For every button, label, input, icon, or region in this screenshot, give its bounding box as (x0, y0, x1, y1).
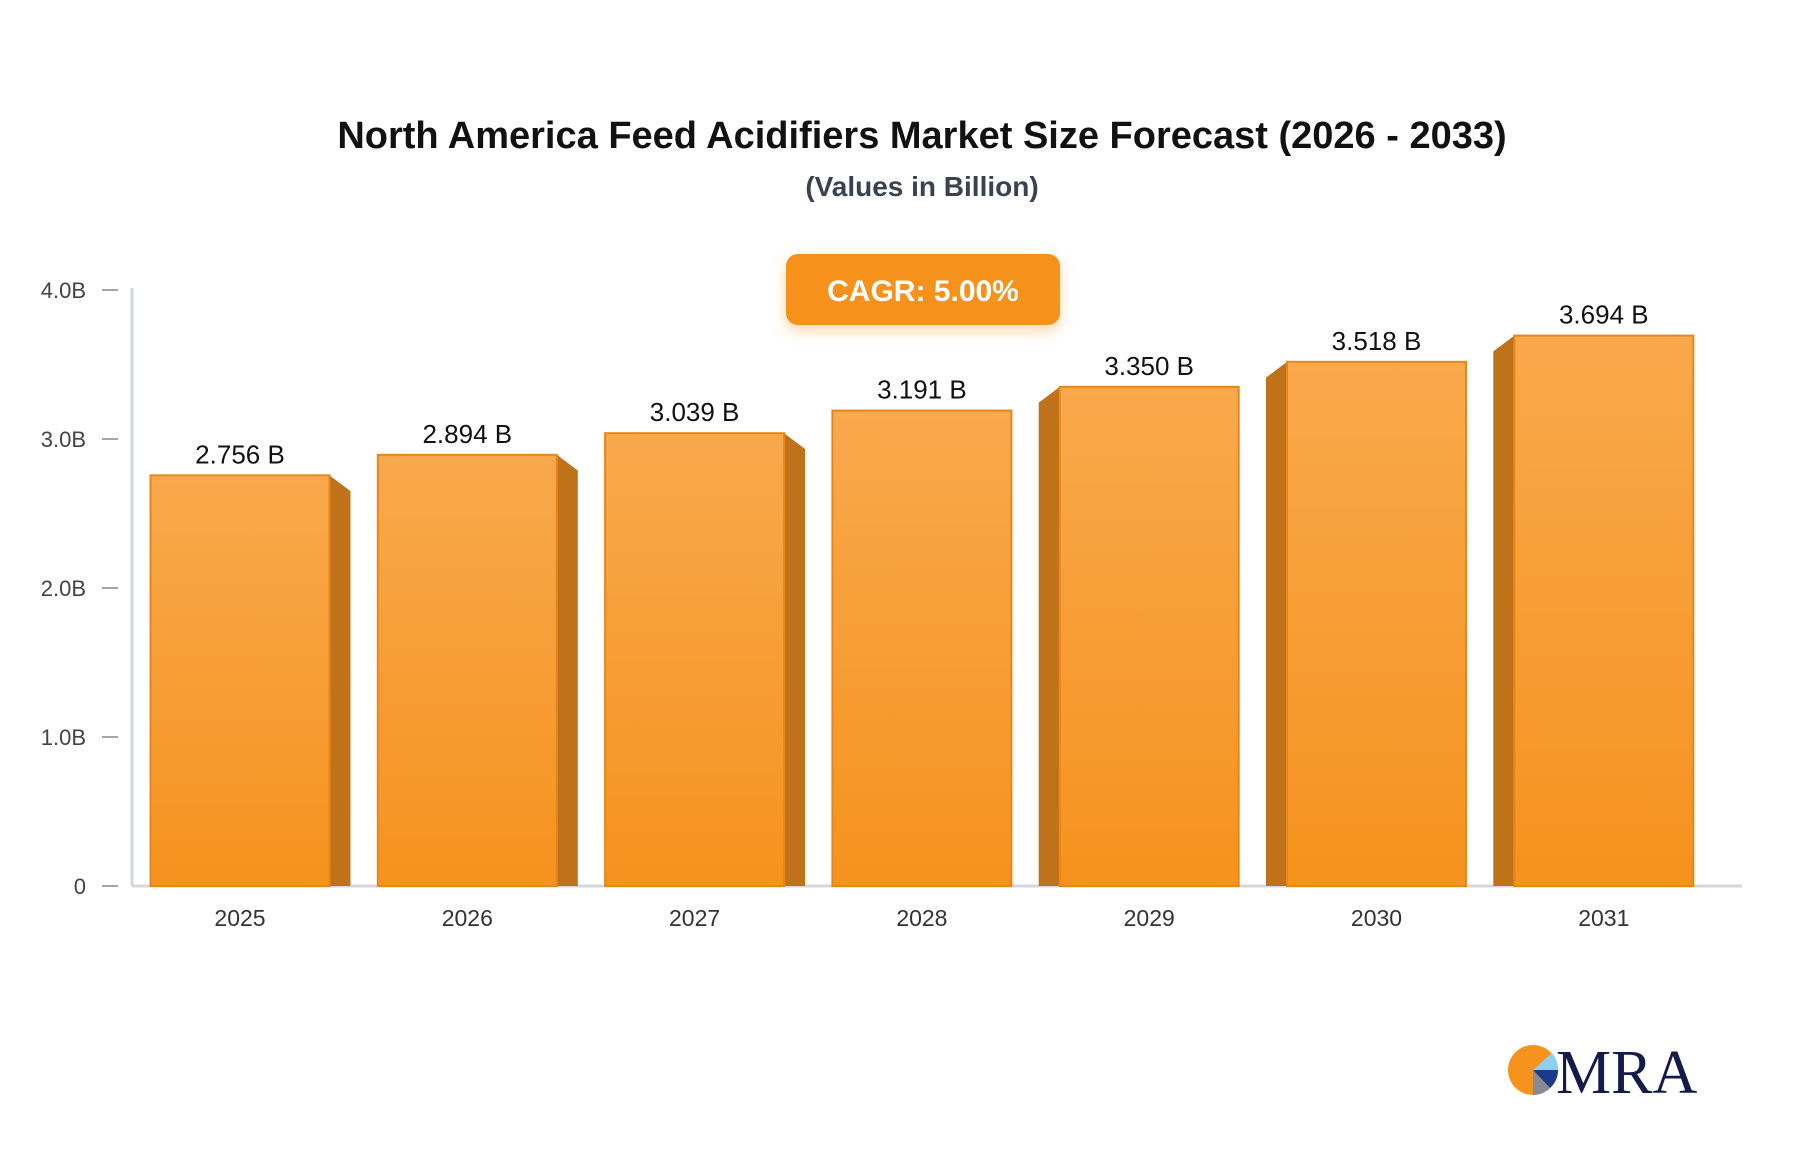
cagr-badge: CAGR: 5.00% (786, 254, 1060, 325)
chart-subtitle: (Values in Billion) (805, 171, 1038, 202)
x-tick-label: 2026 (442, 905, 493, 931)
data-label: 2.756 B (195, 439, 285, 469)
x-tick-label: 2029 (1124, 905, 1175, 931)
mra-logo: MRA (1508, 1039, 1697, 1107)
cagr-label: CAGR: 5.00% (827, 275, 1019, 308)
y-tick-label: 2.0B (41, 576, 86, 601)
bar-group: 3.694 B 2031 (1493, 300, 1695, 931)
bar (1513, 334, 1695, 887)
data-label: 2.894 B (422, 419, 512, 449)
bar (604, 432, 786, 887)
y-tick-label: 3.0B (41, 427, 86, 452)
chart-title: North America Feed Acidifiers Market Siz… (337, 115, 1506, 157)
bar (1286, 360, 1467, 887)
bar (1058, 385, 1240, 887)
y-tick-label: 0 (74, 874, 86, 899)
x-tick-label: 2028 (896, 905, 947, 931)
bar-group: 3.518 B 2030 (1266, 326, 1467, 931)
data-label: 3.518 B (1332, 326, 1422, 356)
bar-group: 2.894 B 2026 (376, 419, 578, 931)
bar-side (1266, 361, 1287, 886)
bar-side (329, 475, 351, 886)
bar-group: 3.350 B 2029 (1038, 351, 1240, 931)
bar-group: 3.191 B 2028 (831, 375, 1013, 931)
bar-side (784, 433, 806, 886)
bar-group: 2.756 B 2025 (149, 439, 351, 931)
x-tick-label: 2025 (214, 905, 265, 931)
bar (376, 453, 558, 887)
bar-group: 3.039 B 2027 (604, 397, 806, 931)
bar-side (556, 454, 578, 886)
y-tick-label: 1.0B (41, 725, 86, 750)
data-label: 3.039 B (650, 397, 740, 427)
bar (149, 474, 331, 887)
bar-side (1493, 335, 1515, 886)
logo-text: MRA (1556, 1039, 1697, 1107)
bar (831, 409, 1013, 887)
y-tick-label: 4.0B (41, 278, 86, 303)
x-tick-label: 2027 (669, 905, 720, 931)
x-tick-label: 2031 (1578, 905, 1629, 931)
bar-side (1038, 386, 1060, 886)
data-label: 3.694 B (1559, 300, 1649, 330)
x-tick-label: 2030 (1351, 905, 1402, 931)
data-label: 3.191 B (877, 375, 967, 405)
data-label: 3.350 B (1104, 351, 1194, 381)
